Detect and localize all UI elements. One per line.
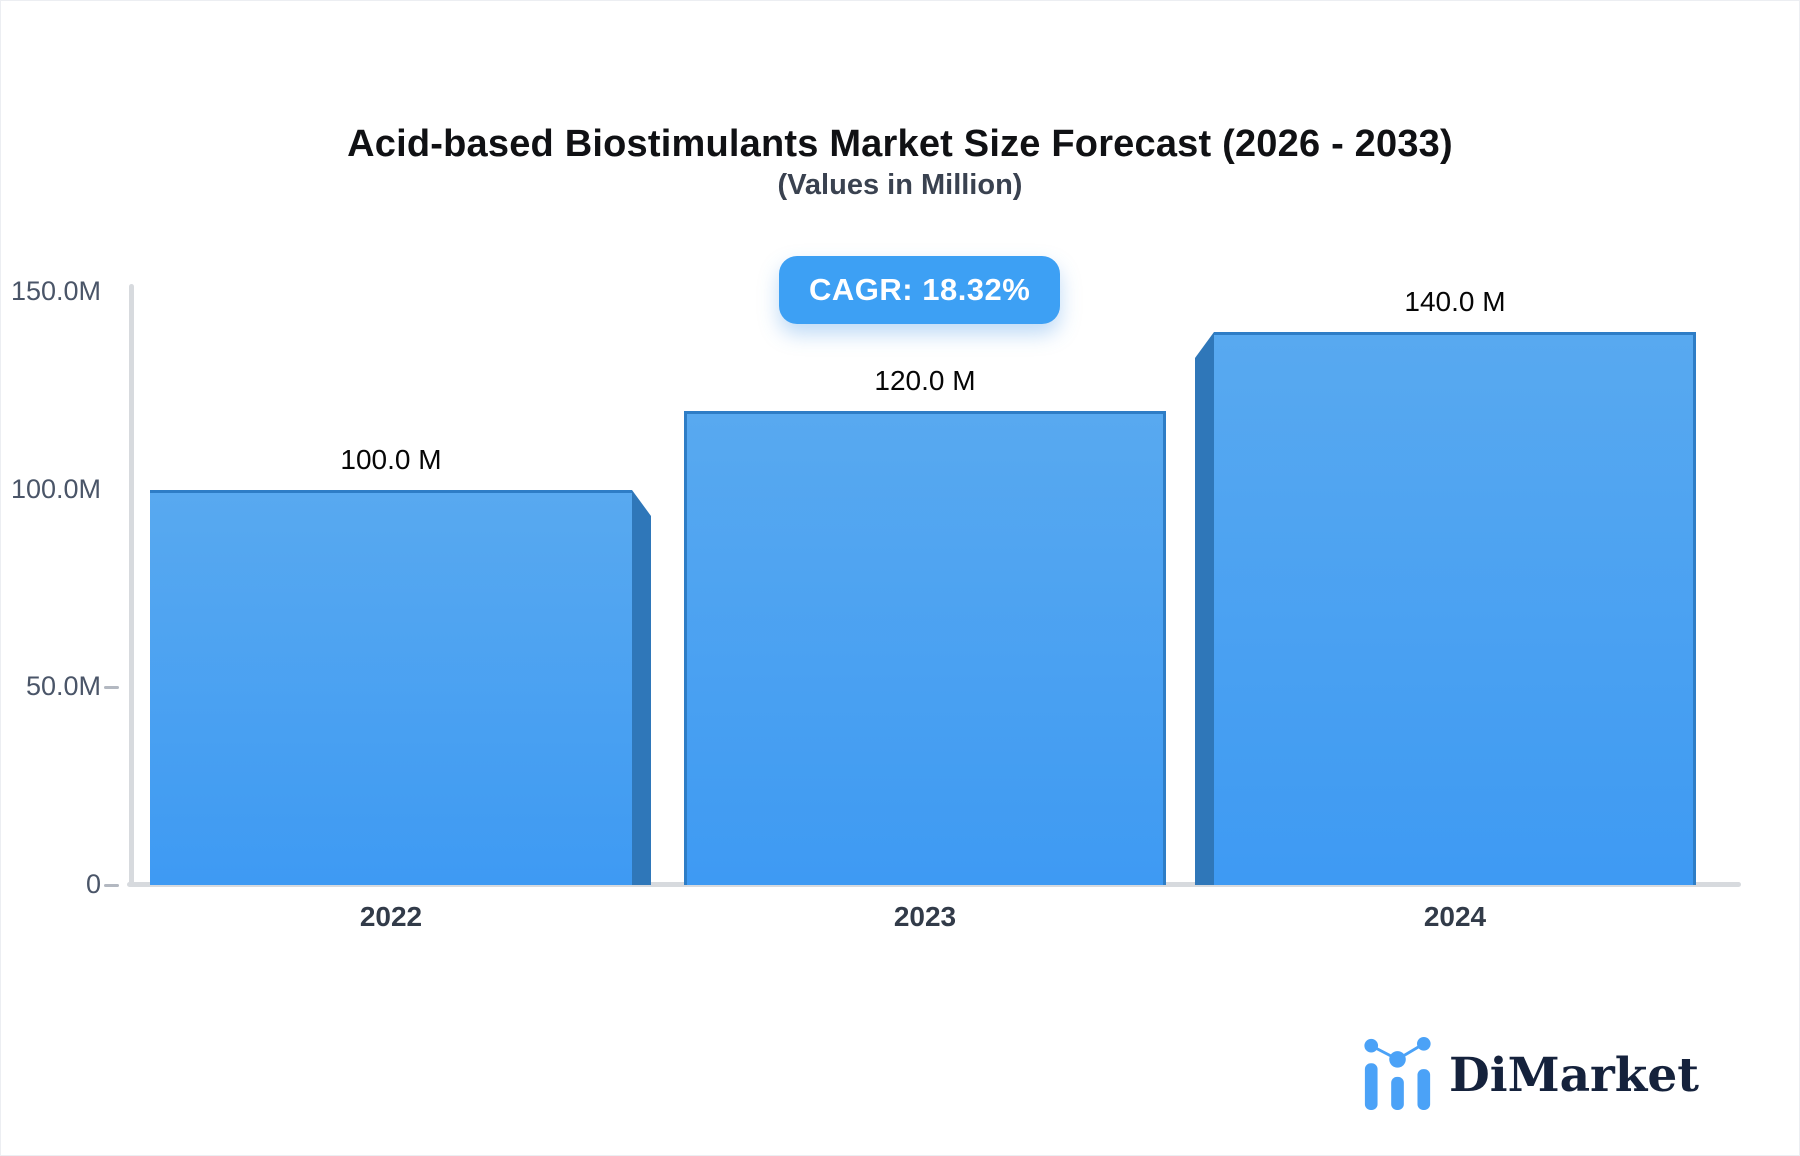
y-axis-line [129,284,134,885]
y-tick-label: 150.0M [10,276,101,306]
brand-logo: DiMarket [1361,1033,1699,1117]
y-tick-mark [104,884,119,887]
cagr-badge: CAGR: 18.32% [779,256,1061,324]
bar-value-label: 120.0 M [874,365,976,396]
bar-3d-side-2022 [632,490,651,885]
bar-2023 [684,411,1166,885]
bar-3d-side-2024 [1195,332,1214,885]
y-tick-mark [104,686,119,690]
x-axis-label-2022: 2022 [359,901,423,932]
y-tick-label: 50.0M [25,671,101,702]
mini-bar-line-chart-icon [1361,1033,1435,1118]
brand-name: DiMarket [1448,1047,1699,1103]
x-axis-label-2024: 2024 [1423,901,1487,932]
bar-2024 [1214,332,1696,885]
bar-2022 [150,490,632,885]
x-axis-label-2023: 2023 [893,901,957,932]
y-tick-label: 100.0M [10,473,101,504]
bar-value-label: 100.0 M [340,444,442,475]
chart-subtitle: (Values in Million) [777,169,1023,201]
y-tick-label: 0 [85,869,101,899]
bar-value-label: 140.0 M [1404,286,1506,317]
page-title: Acid-based Biostimulants Market Size For… [347,123,1453,166]
